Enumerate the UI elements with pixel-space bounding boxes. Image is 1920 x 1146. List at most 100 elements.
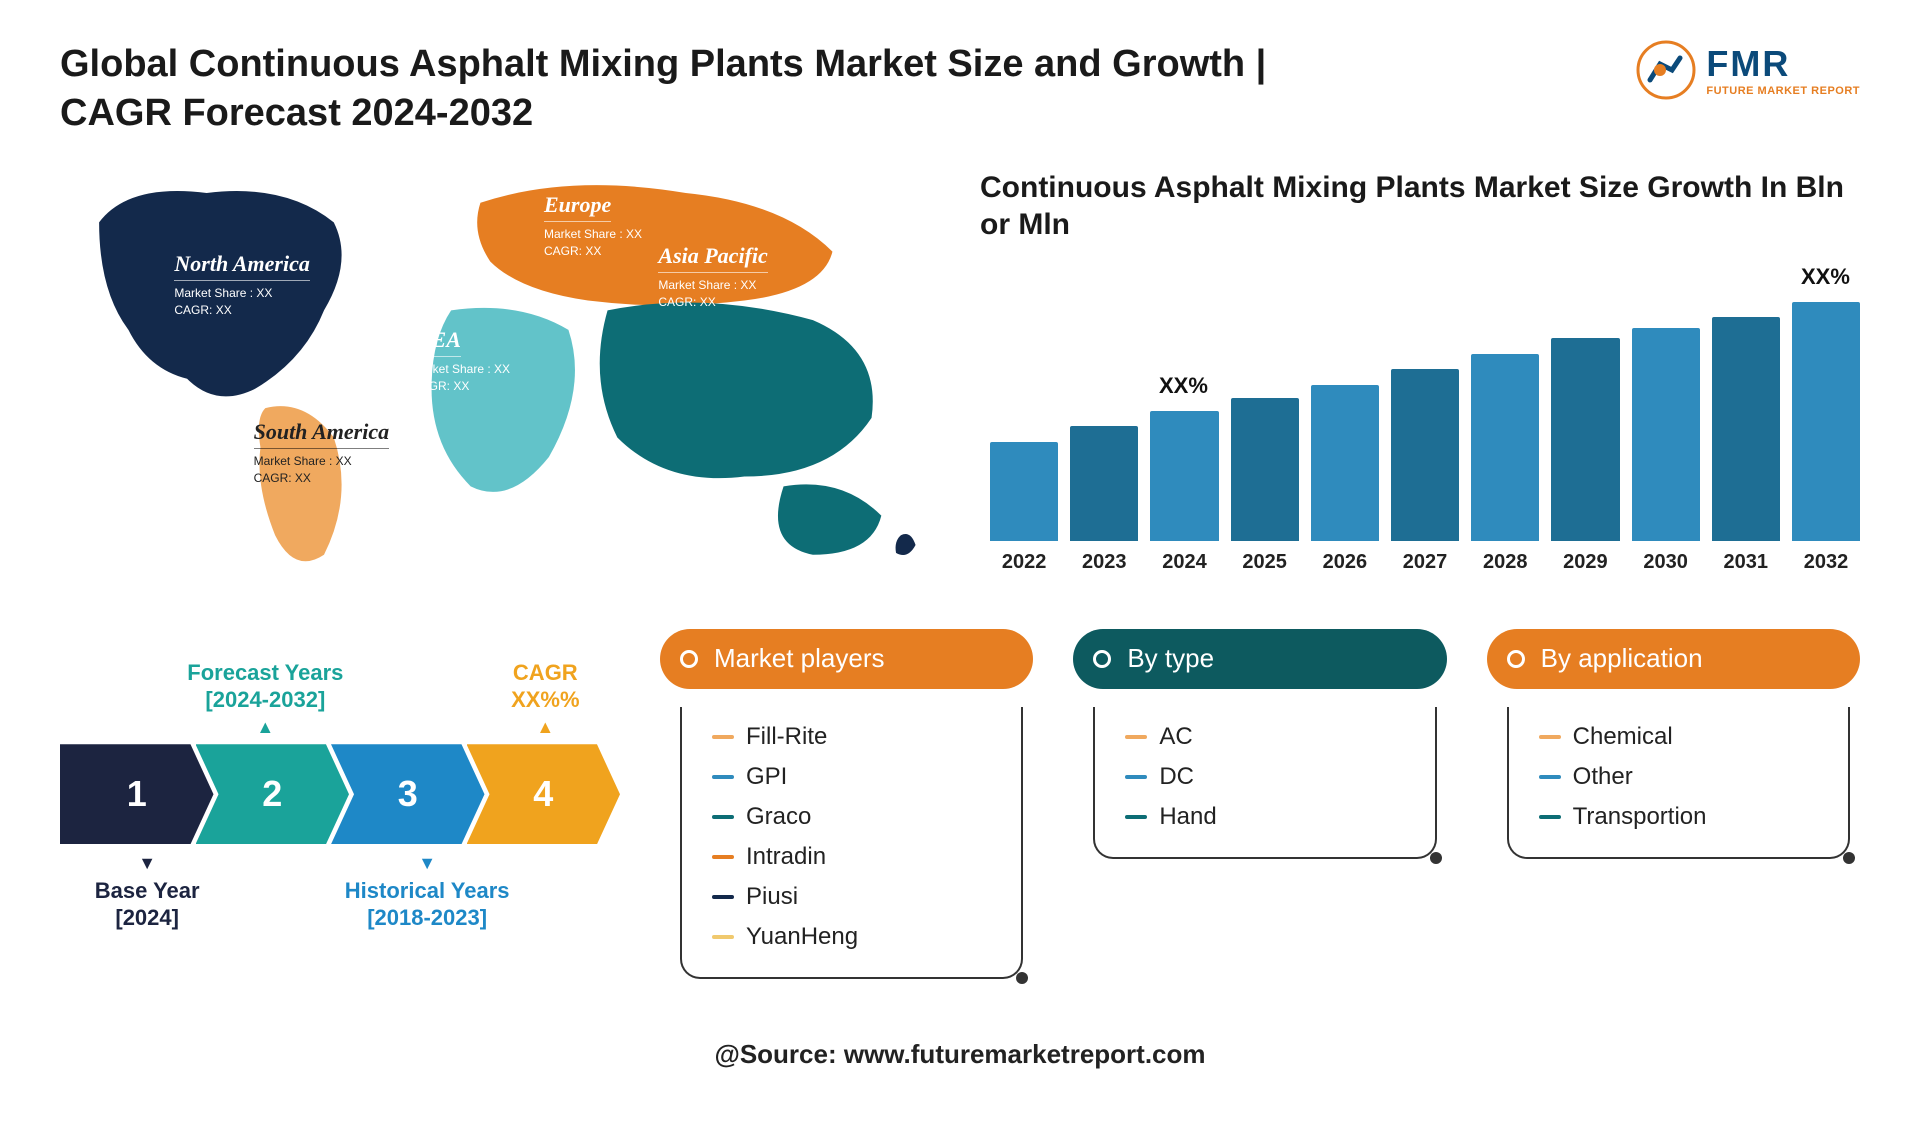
timeline-step-2: 2 — [196, 744, 350, 844]
bar-year-label: 2025 — [1242, 551, 1287, 574]
bar-year-label: 2027 — [1403, 551, 1448, 574]
item-text: YuanHeng — [746, 923, 858, 951]
bar-2023: 2023 — [1070, 426, 1138, 573]
tick-icon — [1539, 775, 1561, 779]
tick-icon — [1125, 735, 1147, 739]
list-item: Fill-Rite — [712, 717, 1001, 757]
timeline-top-4: CAGRXX%%▲ — [511, 659, 579, 739]
bar-rect — [1231, 398, 1299, 541]
item-text: Hand — [1159, 803, 1216, 831]
region-label-ap: Asia PacificMarket Share : XXCAGR: XX — [658, 243, 767, 311]
category-title: By application — [1541, 643, 1703, 674]
brand-logo: FMR FUTURE MARKET REPORT — [1636, 40, 1860, 100]
tick-icon — [712, 735, 734, 739]
bar-year-label: 2031 — [1724, 551, 1769, 574]
bar-year-label: 2029 — [1563, 551, 1608, 574]
timeline-bottom-1: ▼Base Year[2024] — [95, 850, 200, 932]
source-text: @Source: www.futuremarketreport.com — [60, 1039, 1860, 1070]
list-item: Other — [1539, 757, 1828, 797]
list-item: Piusi — [712, 877, 1001, 917]
region-label-mea: MEAMarket Share : XXCAGR: XX — [412, 327, 510, 395]
item-text: DC — [1159, 763, 1194, 791]
bar-year-label: 2032 — [1804, 551, 1849, 574]
region-label-na: North AmericaMarket Share : XXCAGR: XX — [174, 251, 309, 319]
bar-2031: 2031 — [1712, 317, 1780, 574]
item-text: Other — [1573, 763, 1633, 791]
timeline-top-labels: Forecast Years[2024-2032]▲ CAGRXX%%▲ — [60, 659, 620, 739]
list-item: YuanHeng — [712, 917, 1001, 957]
list-item: Chemical — [1539, 717, 1828, 757]
bottom-row: Forecast Years[2024-2032]▲ CAGRXX%%▲ 123… — [60, 629, 1860, 979]
bar-2032: 2032 — [1792, 302, 1860, 574]
timeline-panel: Forecast Years[2024-2032]▲ CAGRXX%%▲ 123… — [60, 629, 620, 979]
tick-icon — [712, 935, 734, 939]
page-title: Global Continuous Asphalt Mixing Plants … — [60, 40, 1360, 139]
bar-rect — [1391, 369, 1459, 541]
telescope-icon — [1636, 40, 1696, 100]
timeline-bottom-3: ▼Historical Years[2018-2023] — [345, 850, 510, 932]
bar-annotation: XX% — [1801, 264, 1850, 290]
bar-rect — [1070, 426, 1138, 540]
tick-icon — [712, 855, 734, 859]
list-item: Transportion — [1539, 797, 1828, 837]
item-text: Chemical — [1573, 723, 1673, 751]
category-0: Market players Fill-Rite GPI Graco Intradin P… — [660, 629, 1033, 979]
logo-text-main: FMR — [1706, 43, 1860, 85]
bar-2024: 2024 — [1150, 411, 1218, 574]
tick-icon — [1539, 735, 1561, 739]
bar-rect — [1150, 411, 1218, 541]
bar-rect — [990, 442, 1058, 541]
logo-text-sub: FUTURE MARKET REPORT — [1706, 85, 1860, 97]
category-title: Market players — [714, 643, 885, 674]
bar-rect — [1712, 317, 1780, 541]
bar-rect — [1792, 302, 1860, 541]
tick-icon — [712, 895, 734, 899]
region-label-sa: South AmericaMarket Share : XXCAGR: XX — [254, 419, 390, 487]
timeline-bottom-labels: ▼Base Year[2024] ▼Historical Years[2018-… — [60, 850, 620, 932]
bar-year-label: 2024 — [1162, 551, 1207, 574]
header: Global Continuous Asphalt Mixing Plants … — [60, 40, 1860, 139]
bar-2029: 2029 — [1551, 338, 1619, 574]
category-items: AC DC Hand — [1093, 707, 1436, 859]
world-map: North AmericaMarket Share : XXCAGR: XX So… — [60, 159, 940, 579]
item-text: GPI — [746, 763, 787, 791]
bar-rect — [1311, 385, 1379, 541]
category-pill: By application — [1487, 629, 1860, 689]
category-items: Chemical Other Transportion — [1507, 707, 1850, 859]
tick-icon — [1539, 815, 1561, 819]
item-text: Fill-Rite — [746, 723, 827, 751]
tick-icon — [712, 815, 734, 819]
list-item: DC — [1125, 757, 1414, 797]
bar-rect — [1632, 328, 1700, 541]
list-item: Intradin — [712, 837, 1001, 877]
bar-year-label: 2026 — [1323, 551, 1368, 574]
list-item: Graco — [712, 797, 1001, 837]
tick-icon — [1125, 775, 1147, 779]
bar-rect — [1471, 354, 1539, 541]
category-2: By application Chemical Other Transportion — [1487, 629, 1860, 979]
bar-2025: 2025 — [1231, 398, 1299, 574]
pill-dot-icon — [680, 650, 698, 668]
top-row: North AmericaMarket Share : XXCAGR: XX So… — [60, 159, 1860, 579]
timeline-step-1: 1 — [60, 744, 214, 844]
list-item: AC — [1125, 717, 1414, 757]
bar-2028: 2028 — [1471, 354, 1539, 574]
pill-dot-icon — [1507, 650, 1525, 668]
item-text: Piusi — [746, 883, 798, 911]
item-text: AC — [1159, 723, 1192, 751]
list-item: Hand — [1125, 797, 1414, 837]
tick-icon — [1125, 815, 1147, 819]
bar-chart-panel: Continuous Asphalt Mixing Plants Market … — [980, 159, 1860, 579]
bar-2022: 2022 — [990, 442, 1058, 574]
bar-rect — [1551, 338, 1619, 541]
item-text: Intradin — [746, 843, 826, 871]
item-text: Graco — [746, 803, 811, 831]
timeline-top-2: Forecast Years[2024-2032]▲ — [187, 659, 343, 739]
category-pill: Market players — [660, 629, 1033, 689]
bar-year-label: 2023 — [1082, 551, 1127, 574]
region-label-eu: EuropeMarket Share : XXCAGR: XX — [544, 192, 642, 260]
pill-dot-icon — [1093, 650, 1111, 668]
tick-icon — [712, 775, 734, 779]
bar-2027: 2027 — [1391, 369, 1459, 574]
timeline-step-3: 3 — [331, 744, 485, 844]
